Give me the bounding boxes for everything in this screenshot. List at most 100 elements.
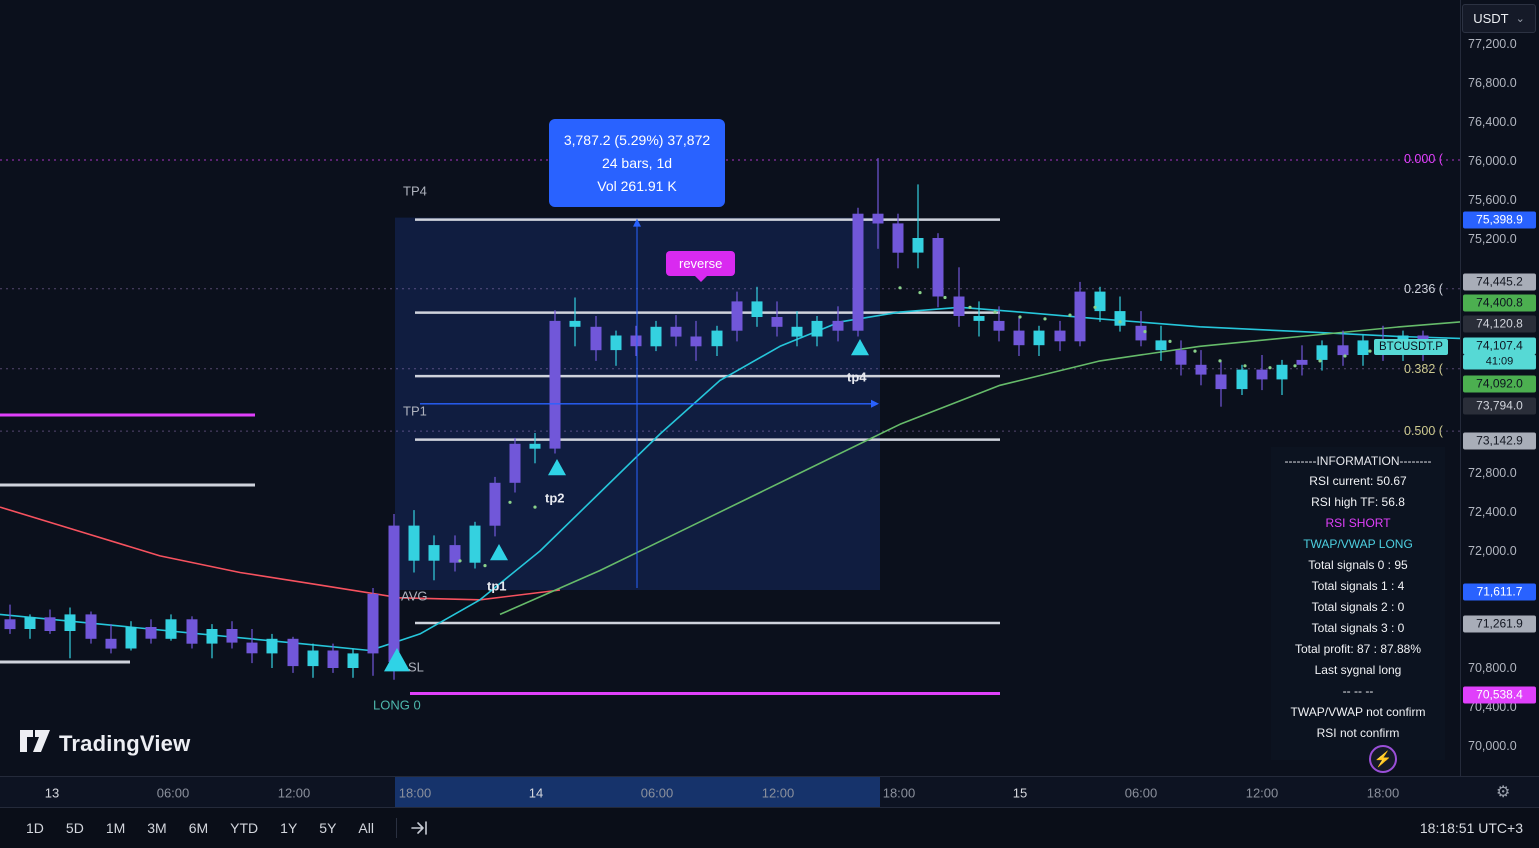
info-panel-line: RSI current: 50.67 — [1309, 474, 1407, 488]
range-button-1y[interactable]: 1Y — [280, 820, 298, 836]
chart-annotation-long-0: LONG 0 — [373, 697, 421, 713]
candlestick-chart[interactable] — [0, 0, 1460, 776]
tradingview-logo-text: TradingView — [59, 730, 191, 756]
gear-icon[interactable]: ⚙ — [1496, 784, 1511, 801]
price-axis-tick: 75,600.0 — [1468, 193, 1517, 207]
range-button-1d[interactable]: 1D — [26, 820, 44, 836]
price-label: 74,107.4 — [1463, 337, 1536, 355]
range-button-3m[interactable]: 3M — [147, 820, 167, 836]
time-axis-tick: 13 — [44, 785, 60, 800]
fib-level-label: 0.382 ( — [1404, 362, 1443, 376]
time-axis-tick: 06:00 — [1124, 785, 1158, 800]
chart-annotation-avg: AVG — [401, 588, 428, 604]
info-panel-line: TWAP/VWAP LONG — [1303, 537, 1413, 551]
time-axis-tick: 12:00 — [761, 785, 795, 800]
price-axis-tick: 76,400.0 — [1468, 115, 1517, 129]
clock-label[interactable]: 18:18:51 UTC+3 — [1419, 820, 1523, 836]
price-axis-tick: 70,800.0 — [1468, 661, 1517, 675]
price-label: 41:09 — [1463, 354, 1536, 370]
fib-level-label: 0.000 ( — [1404, 152, 1443, 166]
fib-level-label: 0.500 ( — [1404, 424, 1443, 438]
chart-annotation-tp4: TP4 — [403, 183, 427, 199]
range-button-5y[interactable]: 5Y — [319, 820, 337, 836]
symbol-tag: BTCUSDT.P — [1374, 339, 1448, 355]
chart-annotation-tp2: tp2 — [545, 490, 565, 506]
price-axis-tick: 72,400.0 — [1468, 505, 1517, 519]
time-axis-tick: 06:00 — [640, 785, 674, 800]
info-panel-line: TWAP/VWAP not confirm — [1290, 705, 1426, 719]
measure-time-band — [395, 777, 880, 808]
bottom-toolbar: 1D 5D 1M 3M 6M YTD 1Y 5Y All 18:18:51 UTC+3 — [0, 807, 1539, 848]
price-label: 70,538.4 — [1463, 686, 1536, 704]
info-panel-line: Total profit: 87 : 87.88% — [1294, 642, 1422, 656]
tradingview-logo-icon — [20, 730, 50, 757]
time-axis-tick: 12:00 — [1245, 785, 1279, 800]
range-button-1m[interactable]: 1M — [105, 820, 126, 836]
fib-level-label: 0.236 ( — [1404, 282, 1443, 296]
time-axis-tick: 18:00 — [398, 785, 432, 800]
price-axis[interactable]: 77,200.0 76,800.0 76,400.0 76,000.0 75,600.0… — [1460, 0, 1539, 776]
time-axis-tick: 06:00 — [156, 785, 190, 800]
price-label: 74,120.8 — [1463, 315, 1536, 333]
range-button-6m[interactable]: 6M — [188, 820, 209, 836]
price-axis-tick: 76,800.0 — [1468, 76, 1517, 90]
chart-annotation-tp1: tp1 — [487, 578, 507, 594]
price-label: 74,400.8 — [1463, 294, 1536, 312]
lightning-icon: ⚡ — [1373, 751, 1393, 768]
time-axis-tick: 18:00 — [1366, 785, 1400, 800]
chart-annotation-tp4: tp4 — [847, 369, 867, 385]
info-panel-line: RSI SHORT — [1325, 516, 1391, 530]
info-panel-lines: RSI current: 50.67 RSI high TF: 56.8 RSI S… — [1271, 471, 1445, 744]
long-signal-triangle — [384, 648, 410, 672]
goto-date-button[interactable] — [409, 818, 431, 838]
range-button-ytd[interactable]: YTD — [230, 820, 259, 836]
toolbar-divider — [395, 818, 397, 838]
measure-price-change: 3,787.2 (5.29%) 37,872 — [563, 131, 711, 148]
price-axis-tick: 72,000.0 — [1468, 544, 1517, 558]
price-axis-tick: 72,800.0 — [1468, 466, 1517, 480]
reverse-signal-label: reverse — [666, 251, 736, 282]
price-axis-tick: 77,200.0 — [1468, 37, 1517, 51]
tradingview-logo[interactable]: TradingView — [20, 730, 190, 757]
price-label: 75,398.9 — [1463, 211, 1536, 229]
long-signal-triangle — [851, 339, 869, 356]
range-button-5d[interactable]: 5D — [65, 820, 84, 836]
currency-selector[interactable]: USDT ⌄ — [1462, 4, 1536, 33]
range-button-all[interactable]: All — [358, 820, 374, 836]
price-label: 71,611.7 — [1463, 583, 1536, 601]
info-panel-line: Total signals 0 : 95 — [1308, 558, 1408, 572]
price-axis-tick: 70,000.0 — [1468, 739, 1517, 753]
chart-pane[interactable]: TP4 TP1 AVG SL LONG 0 tp1 tp2 tp4 0.000 ( 0.236 (… — [0, 0, 1460, 776]
long-signal-triangle — [490, 544, 508, 561]
price-label: 74,445.2 — [1463, 273, 1536, 291]
measure-volume: Vol 261.91 K — [597, 177, 677, 194]
price-axis-tick: 70,400.0 — [1468, 700, 1517, 714]
info-panel-line: Last sygnal long — [1314, 663, 1402, 677]
price-axis-tick: 75,200.0 — [1468, 232, 1517, 246]
info-panel-line: Total signals 3 : 0 — [1311, 621, 1405, 635]
info-panel-line: Total signals 2 : 0 — [1311, 600, 1405, 614]
time-axis[interactable]: 13 06:00 12:00 18:00 14 06:00 12:00 18:00 15 06:0… — [0, 776, 1539, 808]
info-panel: --------INFORMATION-------- RSI current:… — [1271, 447, 1445, 760]
goto-date-icon — [411, 821, 427, 835]
range-button-group: 1D 5D 1M 3M 6M YTD 1Y 5Y All — [16, 816, 384, 840]
info-panel-line: RSI high TF: 56.8 — [1311, 495, 1405, 509]
chevron-down-icon: ⌄ — [1515, 13, 1525, 25]
info-panel-line: -- -- -- — [1342, 684, 1374, 698]
time-axis-tick: 18:00 — [882, 785, 916, 800]
price-axis-tick: 76,000.0 — [1468, 154, 1517, 168]
currency-selector-value: USDT — [1473, 11, 1509, 26]
time-axis-tick: 15 — [1012, 785, 1028, 800]
price-label: 71,261.9 — [1463, 615, 1536, 633]
chart-annotation-tp1: TP1 — [403, 403, 427, 419]
measure-tooltip: 3,787.2 (5.29%) 37,872 24 bars, 1d Vol 2… — [549, 119, 725, 207]
info-panel-title: --------INFORMATION-------- — [1284, 454, 1432, 468]
chart-annotation-sl: SL — [408, 659, 424, 675]
time-axis-tick: 14 — [528, 785, 544, 800]
time-axis-tick: 12:00 — [277, 785, 311, 800]
price-label: 73,142.9 — [1463, 432, 1536, 450]
price-label: 74,092.0 — [1463, 375, 1536, 393]
lightning-button[interactable]: ⚡ — [1369, 745, 1397, 773]
measure-bars: 24 bars, 1d — [601, 154, 673, 171]
